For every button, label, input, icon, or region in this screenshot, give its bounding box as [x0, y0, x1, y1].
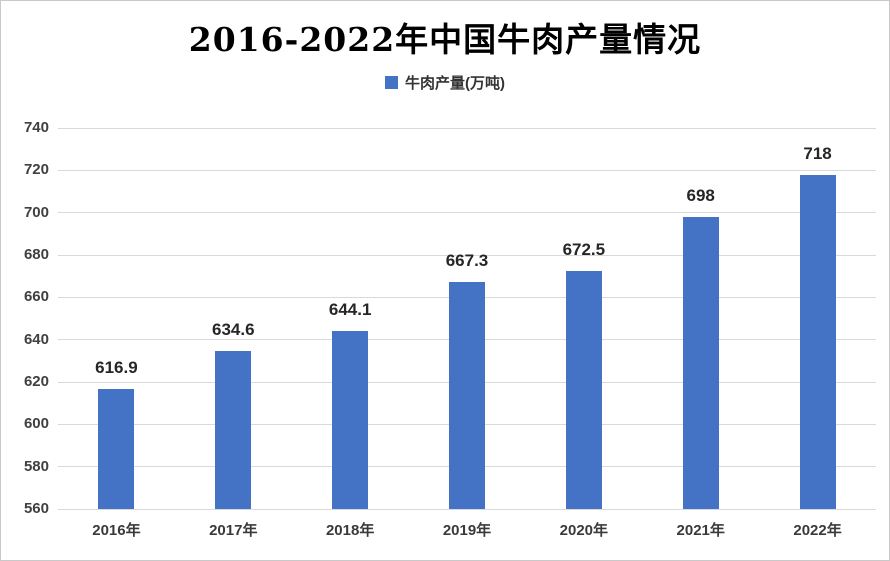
bar-2019年: [449, 281, 485, 509]
y-axis-tick-label: 740: [23, 119, 49, 136]
x-axis-tick-label: 2018年: [325, 522, 375, 539]
legend-label: 牛肉产量(万吨): [405, 75, 505, 92]
chart-title: 2016-2022年中国牛肉产量情况: [188, 20, 702, 59]
y-axis-tick-label: 600: [23, 415, 49, 433]
x-axis-tick-label: 2017年: [209, 522, 258, 539]
bar-2018年: [332, 331, 369, 509]
y-axis-tick-label: 580: [23, 457, 49, 475]
bar-2022年: [799, 174, 836, 509]
bar-value-label: 667.3: [445, 250, 489, 270]
bar-2020年: [565, 270, 602, 509]
x-axis-tick-label: 2020年: [559, 522, 609, 539]
y-axis-tick-label: 700: [23, 203, 49, 221]
bar-2017年: [215, 351, 252, 509]
legend: 牛肉产量(万吨): [1, 72, 889, 93]
gridline: [58, 212, 876, 214]
y-axis-tick-label: 680: [23, 246, 49, 263]
y-axis-tick-label: 640: [23, 330, 49, 348]
y-axis-tick-label: 620: [23, 373, 49, 390]
bar-value-label: 698: [686, 185, 715, 205]
bar-value-label: 634.6: [212, 320, 255, 340]
y-axis-tick-label: 660: [23, 288, 49, 306]
plot-area: 616.9 634.6 644.1 667.3 672.5 698 718: [58, 127, 876, 510]
y-axis-tick-label: 560: [23, 500, 49, 517]
gridline: [58, 169, 876, 171]
y-axis-tick-label: 720: [23, 161, 49, 179]
bar-value-label: 644.1: [328, 300, 372, 319]
bar-value-label: 718: [803, 143, 832, 163]
legend-swatch-icon: [385, 76, 398, 89]
bar-value-label: 616.9: [95, 357, 138, 377]
gridline: [58, 508, 876, 510]
gridline: [58, 127, 876, 129]
gridline: [58, 254, 876, 256]
x-axis-tick-label: 2022年: [793, 522, 842, 539]
bar-value-label: 672.5: [562, 239, 606, 259]
bar-2021年: [682, 216, 719, 509]
x-axis-tick-label: 2021年: [676, 522, 725, 539]
x-axis-tick-label: 2019年: [442, 522, 492, 539]
x-axis-tick-label: 2016年: [92, 522, 141, 539]
bar-2016年: [98, 388, 135, 509]
